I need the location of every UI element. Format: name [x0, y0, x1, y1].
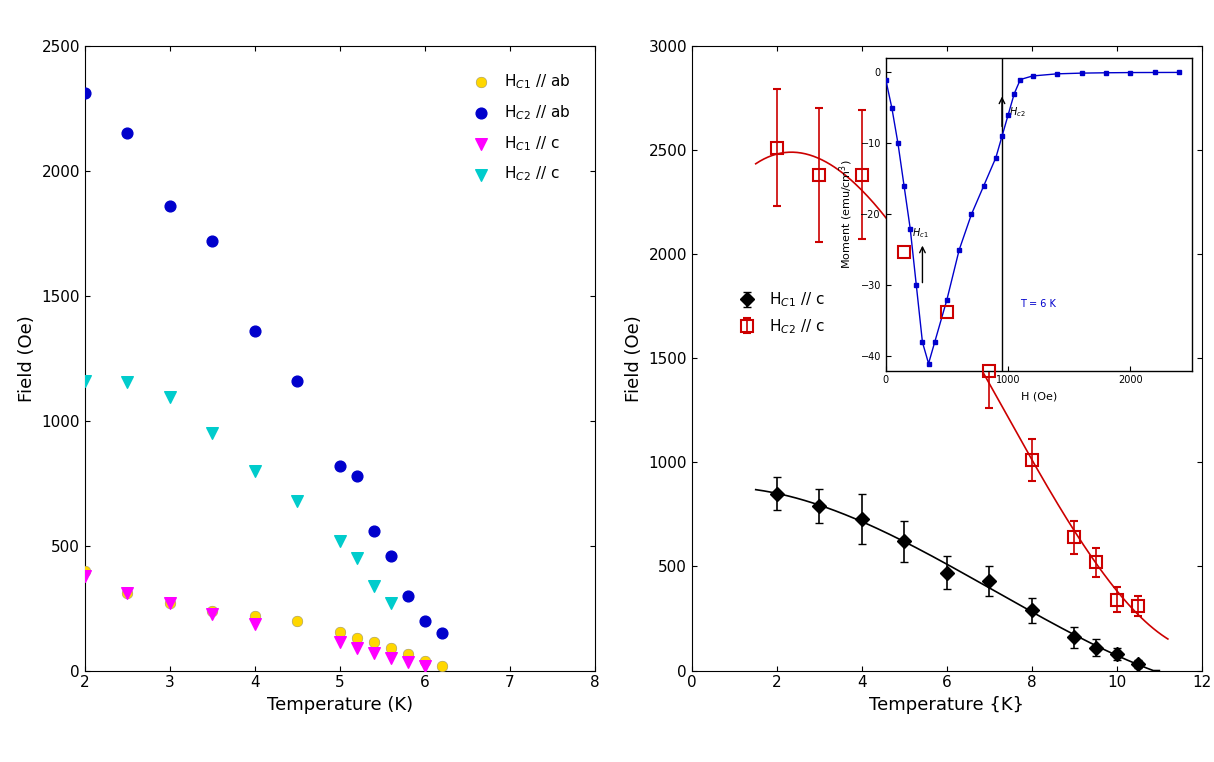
H$_{C2}$ // ab	[118, 127, 137, 139]
H$_{C1}$ // ab	[432, 659, 452, 671]
H$_{C2}$ // ab	[203, 235, 222, 247]
H$_{C1}$ // c	[160, 597, 180, 609]
H$_{C2}$ // ab	[398, 590, 418, 602]
H$_{C2}$ // c	[245, 465, 265, 477]
H$_{C2}$ // c	[330, 534, 350, 546]
H$_{C2}$ // ab	[160, 200, 180, 212]
X-axis label: Temperature {K}: Temperature {K}	[869, 696, 1025, 714]
H$_{C2}$ // ab	[415, 614, 435, 626]
Y-axis label: Field (Oe): Field (Oe)	[18, 315, 36, 402]
H$_{C1}$ // ab	[398, 648, 418, 661]
H$_{C1}$ // c	[398, 656, 418, 668]
H$_{C2}$ // ab	[381, 549, 401, 562]
H$_{C1}$ // ab	[330, 626, 350, 638]
H$_{C1}$ // ab	[381, 642, 401, 654]
H$_{C2}$ // c	[203, 427, 222, 439]
H$_{C2}$ // ab	[75, 87, 95, 99]
H$_{C2}$ // c	[381, 597, 401, 609]
H$_{C2}$ // c	[364, 579, 384, 591]
H$_{C1}$ // ab	[364, 636, 384, 648]
H$_{C1}$ // c	[381, 652, 401, 664]
H$_{C2}$ // ab	[364, 524, 384, 536]
H$_{C1}$ // ab	[160, 597, 180, 609]
H$_{C1}$ // c	[203, 608, 222, 620]
H$_{C2}$ // c	[75, 375, 95, 387]
H$_{C1}$ // c	[330, 636, 350, 648]
H$_{C1}$ // c	[347, 642, 367, 654]
Y-axis label: Field (Oe): Field (Oe)	[625, 315, 643, 402]
Legend: H$_{C1}$ // ab, H$_{C2}$ // ab, H$_{C1}$ // c, H$_{C2}$ // c: H$_{C1}$ // ab, H$_{C2}$ // ab, H$_{C1}$…	[460, 66, 577, 190]
H$_{C2}$ // c	[347, 552, 367, 564]
H$_{C1}$ // ab	[347, 632, 367, 644]
H$_{C2}$ // c	[118, 376, 137, 388]
H$_{C1}$ // ab	[118, 587, 137, 599]
H$_{C2}$ // ab	[288, 375, 307, 387]
H$_{C1}$ // ab	[288, 614, 307, 626]
Legend: H$_{C1}$ // c, H$_{C2}$ // c: H$_{C1}$ // c, H$_{C2}$ // c	[725, 284, 832, 342]
H$_{C1}$ // c	[364, 647, 384, 659]
H$_{C1}$ // c	[245, 618, 265, 630]
H$_{C1}$ // ab	[203, 604, 222, 616]
H$_{C1}$ // ab	[75, 565, 95, 577]
H$_{C2}$ // c	[160, 391, 180, 403]
H$_{C1}$ // c	[75, 569, 95, 581]
H$_{C2}$ // ab	[432, 627, 452, 639]
H$_{C1}$ // ab	[245, 610, 265, 622]
H$_{C2}$ // c	[288, 495, 307, 507]
H$_{C2}$ // ab	[245, 325, 265, 337]
X-axis label: Temperature (K): Temperature (K)	[267, 696, 413, 714]
H$_{C2}$ // ab	[330, 459, 350, 472]
H$_{C2}$ // ab	[347, 469, 367, 482]
H$_{C1}$ // c	[118, 587, 137, 599]
H$_{C1}$ // c	[415, 659, 435, 671]
H$_{C1}$ // ab	[415, 655, 435, 667]
